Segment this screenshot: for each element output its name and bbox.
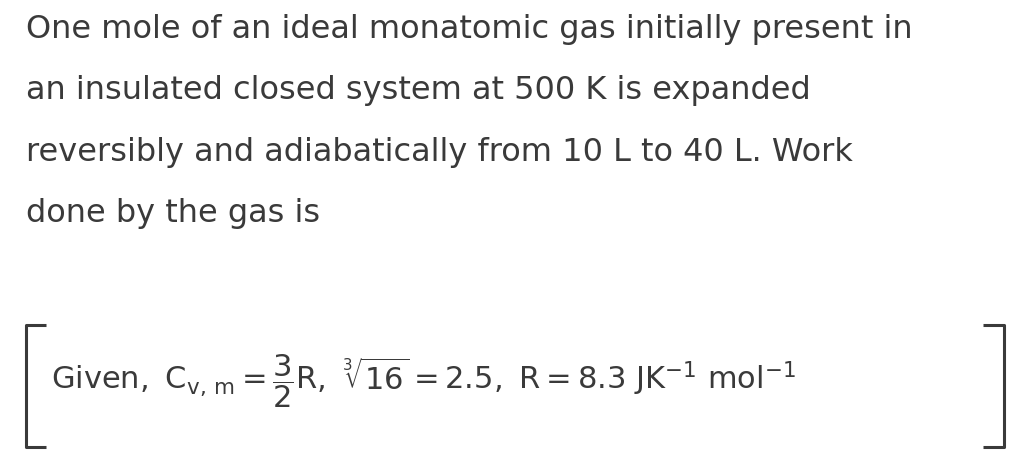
- Text: done by the gas is: done by the gas is: [26, 198, 319, 229]
- Text: an insulated closed system at 500 K is expanded: an insulated closed system at 500 K is e…: [26, 75, 810, 106]
- Text: $\mathrm{Given,\ C_{v,\,m} = \dfrac{3}{2}R,\ \sqrt[3]{16} = 2.5,\ R = 8.3\ JK^{-: $\mathrm{Given,\ C_{v,\,m} = \dfrac{3}{2…: [51, 353, 796, 410]
- Text: reversibly and adiabatically from 10 L to 40 L. Work: reversibly and adiabatically from 10 L t…: [26, 137, 852, 168]
- Text: One mole of an ideal monatomic gas initially present in: One mole of an ideal monatomic gas initi…: [26, 14, 912, 45]
